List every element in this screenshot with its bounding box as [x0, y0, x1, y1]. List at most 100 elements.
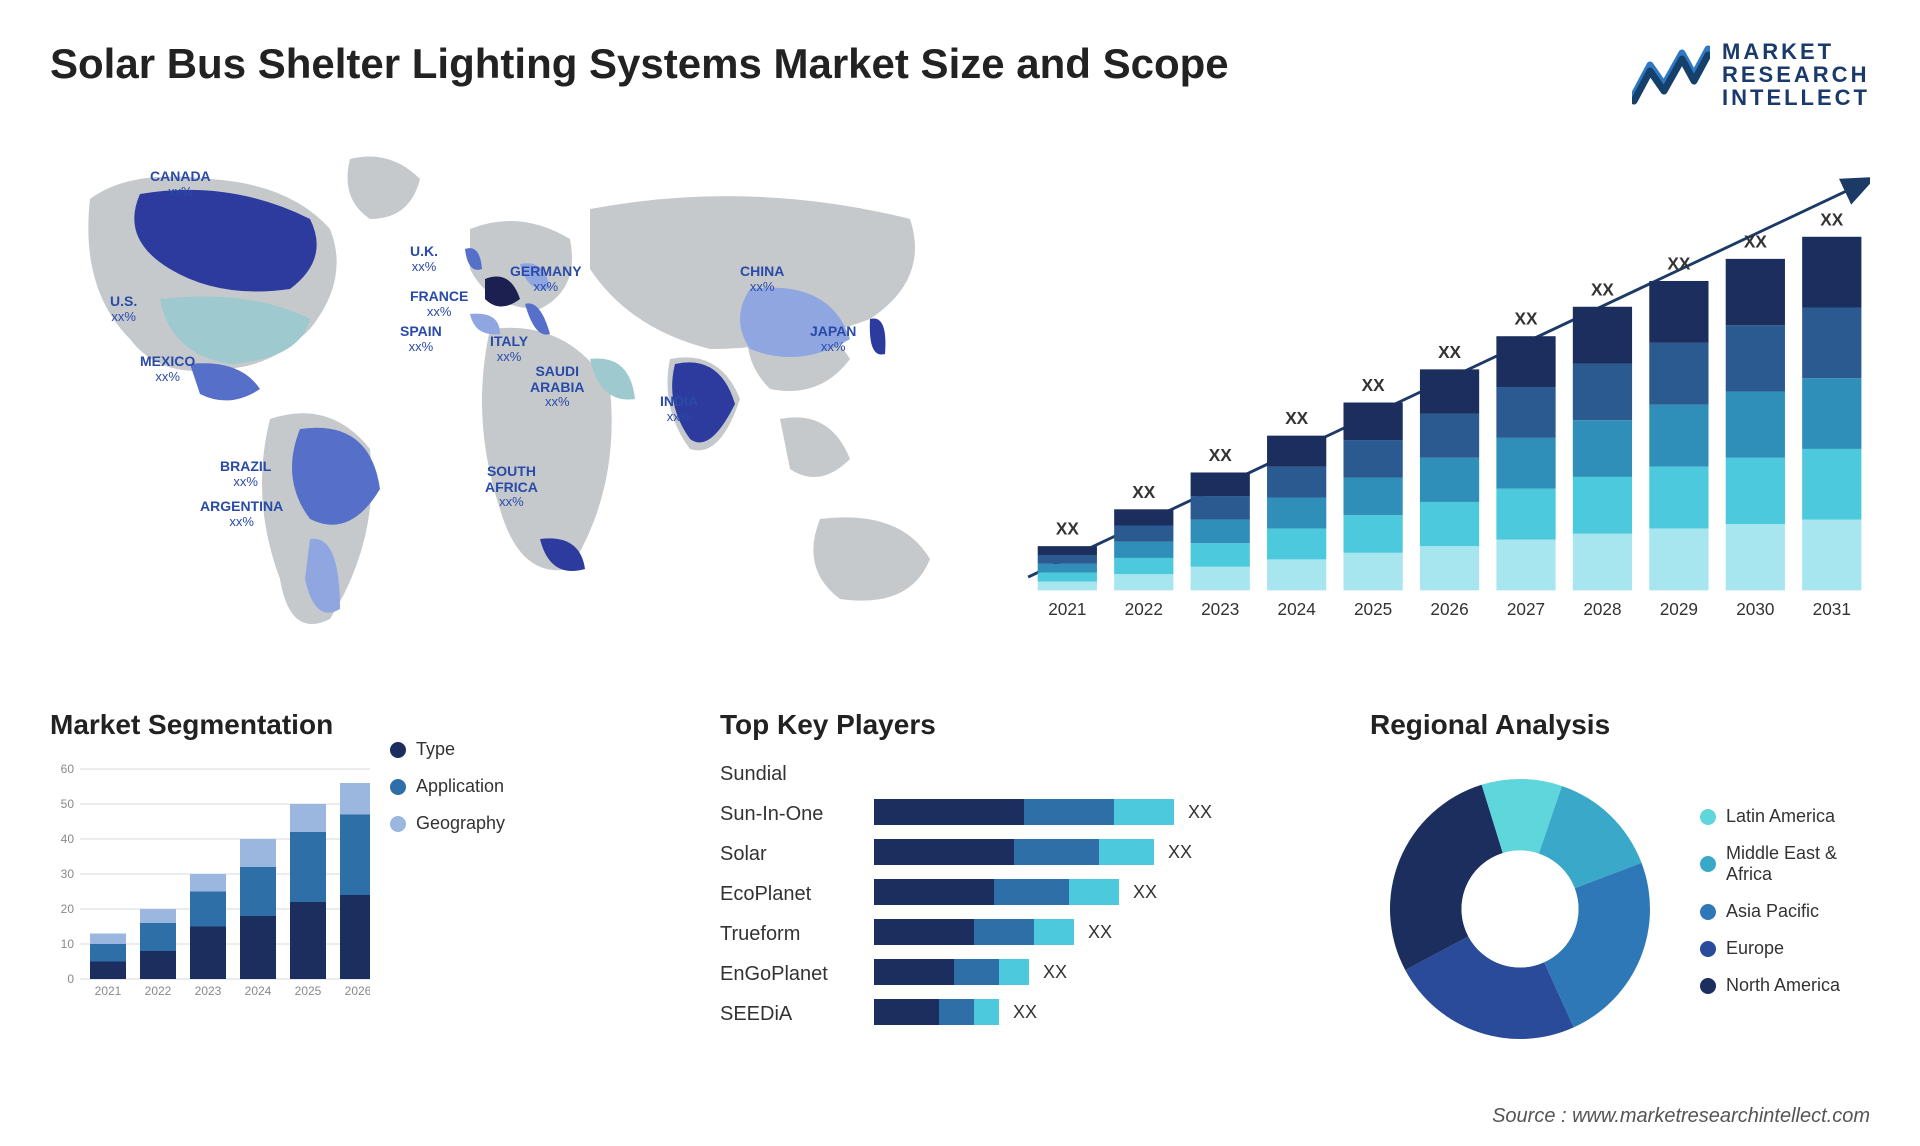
player-bar-row: XX — [874, 879, 1340, 905]
svg-text:2025: 2025 — [295, 984, 322, 998]
svg-text:60: 60 — [61, 762, 75, 776]
world-map-panel: CANADAxx% U.S.xx% MEXICOxx% BRAZILxx% ARGENT… — [50, 139, 970, 669]
brand-logo: MARKET RESEARCH INTELLECT — [1632, 40, 1870, 109]
svg-text:40: 40 — [61, 832, 75, 846]
map-country-label: ITALYxx% — [490, 334, 528, 364]
player-value-label: XX — [1043, 962, 1067, 983]
svg-text:XX: XX — [1820, 210, 1843, 230]
svg-text:20: 20 — [61, 902, 75, 916]
player-name-label: Solar — [720, 841, 850, 867]
svg-text:2023: 2023 — [1201, 599, 1239, 619]
regional-panel: Regional Analysis Latin America Middle Ea… — [1370, 709, 1870, 1059]
map-country-label: U.K.xx% — [410, 244, 438, 274]
regional-legend-item: Europe — [1700, 938, 1870, 959]
map-country-label: ARGENTINAxx% — [200, 499, 283, 529]
svg-text:2027: 2027 — [1507, 599, 1545, 619]
map-country-label: BRAZILxx% — [220, 459, 271, 489]
player-bar-row: XX — [874, 839, 1340, 865]
svg-text:50: 50 — [61, 797, 75, 811]
player-name-label: EnGoPlanet — [720, 961, 850, 987]
segmentation-legend-item: Application — [390, 776, 690, 797]
players-bars-column: XX XX XX XX XX XX — [874, 759, 1340, 1027]
map-country-label: GERMANYxx% — [510, 264, 582, 294]
player-value-label: XX — [1088, 922, 1112, 943]
svg-text:2024: 2024 — [245, 984, 272, 998]
svg-text:2031: 2031 — [1813, 599, 1851, 619]
player-name-label: Trueform — [720, 921, 850, 947]
growth-chart-panel: XX 2021 XX 2022 XX 2023 XX 2024 XX 2025 XX 2026 XX 20… — [1010, 139, 1870, 669]
logo-mark-icon — [1632, 45, 1710, 105]
players-title: Top Key Players — [720, 709, 1340, 741]
svg-text:2021: 2021 — [95, 984, 122, 998]
segmentation-legend-item: Geography — [390, 813, 690, 834]
source-attribution: Source : www.marketresearchintellect.com — [1492, 1105, 1870, 1128]
map-country-label: SPAINxx% — [400, 324, 442, 354]
player-bar-row: XX — [874, 799, 1340, 825]
player-bar-row: XX — [874, 919, 1340, 945]
svg-text:XX: XX — [1132, 482, 1155, 502]
map-country-label: SOUTHAFRICAxx% — [485, 464, 538, 509]
map-country-label: JAPANxx% — [810, 324, 856, 354]
player-name-label: Sundial — [720, 761, 850, 787]
map-country-label: CHINAxx% — [740, 264, 784, 294]
player-value-label: XX — [1013, 1002, 1037, 1023]
regional-title: Regional Analysis — [1370, 709, 1870, 741]
logo-line1: MARKET — [1722, 40, 1870, 63]
svg-text:XX: XX — [1362, 375, 1385, 395]
map-country-label: CANADAxx% — [150, 169, 211, 199]
svg-text:2021: 2021 — [1048, 599, 1086, 619]
regional-donut-chart — [1370, 759, 1670, 1059]
player-bar-row — [874, 759, 1340, 785]
logo-text: MARKET RESEARCH INTELLECT — [1722, 40, 1870, 109]
svg-text:XX: XX — [1285, 408, 1308, 428]
svg-text:XX: XX — [1515, 309, 1538, 329]
svg-text:2022: 2022 — [1125, 599, 1163, 619]
svg-text:XX: XX — [1667, 254, 1690, 274]
svg-text:2025: 2025 — [1354, 599, 1392, 619]
regional-legend-item: Latin America — [1700, 806, 1870, 827]
segmentation-title: Market Segmentation — [50, 709, 370, 741]
map-country-label: SAUDIARABIAxx% — [530, 364, 584, 409]
regional-legend-item: North America — [1700, 975, 1870, 996]
map-country-label: U.S.xx% — [110, 294, 137, 324]
svg-text:2030: 2030 — [1736, 599, 1774, 619]
player-name-label: EcoPlanet — [720, 881, 850, 907]
regional-legend-item: Asia Pacific — [1700, 901, 1870, 922]
svg-text:XX: XX — [1056, 519, 1079, 539]
world-map-icon — [50, 139, 970, 669]
segmentation-bar-chart: 0102030405060202120222023202420252026 — [50, 759, 370, 1009]
svg-text:2026: 2026 — [345, 984, 370, 998]
svg-text:2029: 2029 — [1660, 599, 1698, 619]
page-title: Solar Bus Shelter Lighting Systems Marke… — [50, 40, 1229, 88]
svg-text:XX: XX — [1438, 342, 1461, 362]
segmentation-legend: Type Application Geography — [390, 709, 690, 1059]
players-label-column: Sundial Sun-In-One Solar EcoPlanet Trueform E… — [720, 759, 850, 1027]
regional-legend-item: Middle East & Africa — [1700, 843, 1870, 885]
player-value-label: XX — [1168, 842, 1192, 863]
svg-text:2022: 2022 — [145, 984, 172, 998]
logo-line3: INTELLECT — [1722, 86, 1870, 109]
player-bar-row: XX — [874, 959, 1340, 985]
map-country-label: MEXICOxx% — [140, 354, 195, 384]
map-country-label: INDIAxx% — [660, 394, 698, 424]
svg-text:2028: 2028 — [1583, 599, 1621, 619]
svg-text:30: 30 — [61, 867, 75, 881]
svg-text:XX: XX — [1591, 280, 1614, 300]
segmentation-legend-item: Type — [390, 739, 690, 760]
growth-bar-chart: XX 2021 XX 2022 XX 2023 XX 2024 XX 2025 XX 2026 XX 20… — [1010, 139, 1870, 669]
player-name-label: Sun-In-One — [720, 801, 850, 827]
player-bar-row: XX — [874, 999, 1340, 1025]
segmentation-panel: Market Segmentation 01020304050602021202… — [50, 709, 690, 1059]
logo-line2: RESEARCH — [1722, 63, 1870, 86]
player-name-label: SEEDiA — [720, 1001, 850, 1027]
regional-legend: Latin America Middle East & Africa Asia Pa… — [1700, 806, 1870, 1012]
svg-text:XX: XX — [1744, 232, 1767, 252]
svg-text:0: 0 — [67, 972, 74, 986]
map-country-label: FRANCExx% — [410, 289, 468, 319]
player-value-label: XX — [1133, 882, 1157, 903]
svg-text:2026: 2026 — [1430, 599, 1468, 619]
svg-text:XX: XX — [1209, 445, 1232, 465]
players-panel: Top Key Players Sundial Sun-In-One Solar Ec… — [720, 709, 1340, 1059]
player-value-label: XX — [1188, 802, 1212, 823]
svg-text:2024: 2024 — [1278, 599, 1317, 619]
